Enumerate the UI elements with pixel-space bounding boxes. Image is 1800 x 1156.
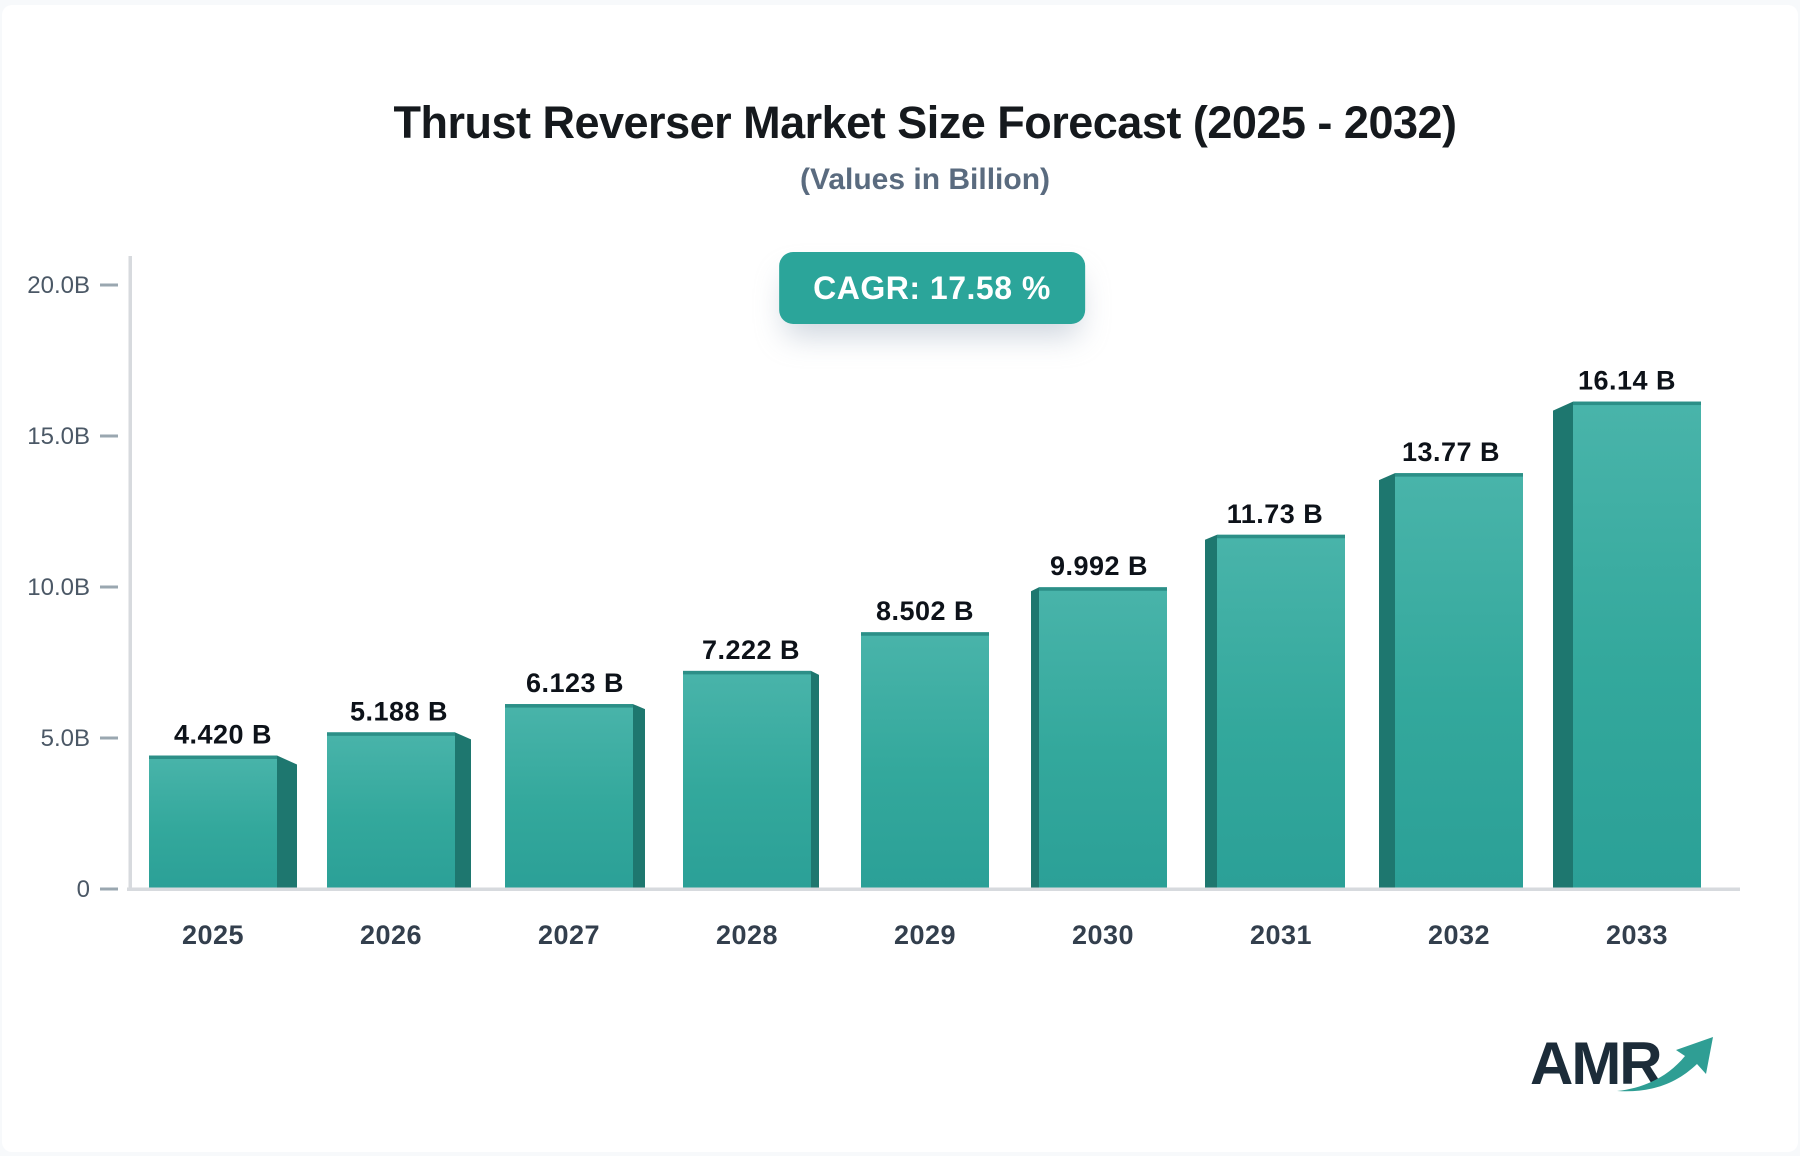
cagr-badge: CAGR: 17.58 % xyxy=(779,252,1085,324)
x-axis-line xyxy=(127,887,1740,891)
y-tick-label: 10.0B xyxy=(27,574,90,601)
bar-top-edge xyxy=(861,632,989,636)
bar-2029: 8.502 B 2029 xyxy=(861,596,989,950)
bar-value-label: 5.188 B xyxy=(350,696,448,726)
x-axis-label: 2027 xyxy=(538,920,600,950)
bar-side-panel xyxy=(811,670,819,889)
bar-face xyxy=(1395,473,1523,889)
bar-face xyxy=(327,732,455,889)
growth-arrow-icon xyxy=(1617,1037,1713,1092)
bar-value-label: 11.73 B xyxy=(1227,499,1324,529)
bar-2031: 11.73 B 2031 xyxy=(1205,499,1345,950)
y-tick xyxy=(100,434,118,438)
y-tick-label: 15.0B xyxy=(27,423,90,450)
y-tick xyxy=(100,736,118,740)
bar-top-edge xyxy=(505,704,633,708)
bar-value-label: 4.420 B xyxy=(174,720,272,750)
bar-top-edge xyxy=(683,670,811,675)
bar-value-label: 8.502 B xyxy=(876,596,974,626)
x-axis-label: 2028 xyxy=(716,920,778,950)
bar-side-panel xyxy=(277,755,297,889)
bar-top-edge xyxy=(1039,587,1167,591)
bar-top-edge xyxy=(1217,534,1345,539)
bar-2028: 7.222 B 2028 xyxy=(683,635,819,950)
bar-value-label: 9.992 B xyxy=(1050,551,1148,581)
bar-side-panel xyxy=(455,732,471,889)
bar-2032: 13.77 B 2032 xyxy=(1379,437,1523,950)
chart-subtitle: (Values in Billion) xyxy=(799,163,1051,196)
y-axis-line xyxy=(128,256,132,891)
amr-logo-text: AMR xyxy=(1530,1030,1663,1097)
bar-top-edge xyxy=(1395,473,1523,477)
bar-side-panel xyxy=(1205,534,1217,889)
bar-value-label: 13.77 B xyxy=(1402,437,1500,467)
x-axis-label: 2032 xyxy=(1428,920,1490,950)
x-axis-label: 2033 xyxy=(1606,920,1668,950)
bar-top-edge xyxy=(149,755,277,760)
bar-face xyxy=(861,632,989,889)
bar-face xyxy=(1217,534,1345,889)
y-tick-label: 20.0B xyxy=(27,272,90,299)
bar-2027: 6.123 B 2027 xyxy=(505,668,645,950)
bar-face xyxy=(149,755,277,889)
x-axis-label: 2026 xyxy=(360,920,422,950)
bar-side-panel xyxy=(1553,401,1573,889)
y-tick xyxy=(100,585,118,589)
x-axis-label: 2025 xyxy=(182,920,244,950)
bar-value-label: 16.14 B xyxy=(1578,366,1676,396)
bar-face xyxy=(1573,401,1701,889)
x-axis-label: 2030 xyxy=(1072,920,1134,950)
bar-side-panel xyxy=(1031,587,1039,889)
y-tick-label: 5.0B xyxy=(41,725,90,752)
bar-face xyxy=(683,670,811,889)
bar-2033: 16.14 B 2033 xyxy=(1553,366,1701,950)
x-axis-label: 2031 xyxy=(1250,920,1312,950)
bar-top-edge xyxy=(327,732,455,736)
bar-side-panel xyxy=(633,704,645,889)
bar-value-label: 7.222 B xyxy=(702,635,800,665)
bar-2030: 9.992 B 2030 xyxy=(1031,551,1167,950)
y-tick xyxy=(100,887,118,891)
chart-title: Thrust Reverser Market Size Forecast (20… xyxy=(393,97,1457,148)
bar-2025: 4.420 B 2025 xyxy=(149,720,297,950)
amr-logo: AMR xyxy=(1530,1032,1720,1112)
bar-2026: 5.188 B 2026 xyxy=(327,696,471,950)
x-axis-label: 2029 xyxy=(894,920,956,950)
bar-side-panel xyxy=(1379,473,1395,889)
bar-value-label: 6.123 B xyxy=(526,668,624,698)
bar-face xyxy=(1039,587,1167,889)
y-tick-label: 0 xyxy=(77,876,90,903)
bar-face xyxy=(505,704,633,889)
bar-top-edge xyxy=(1573,401,1701,406)
y-tick xyxy=(100,283,118,287)
